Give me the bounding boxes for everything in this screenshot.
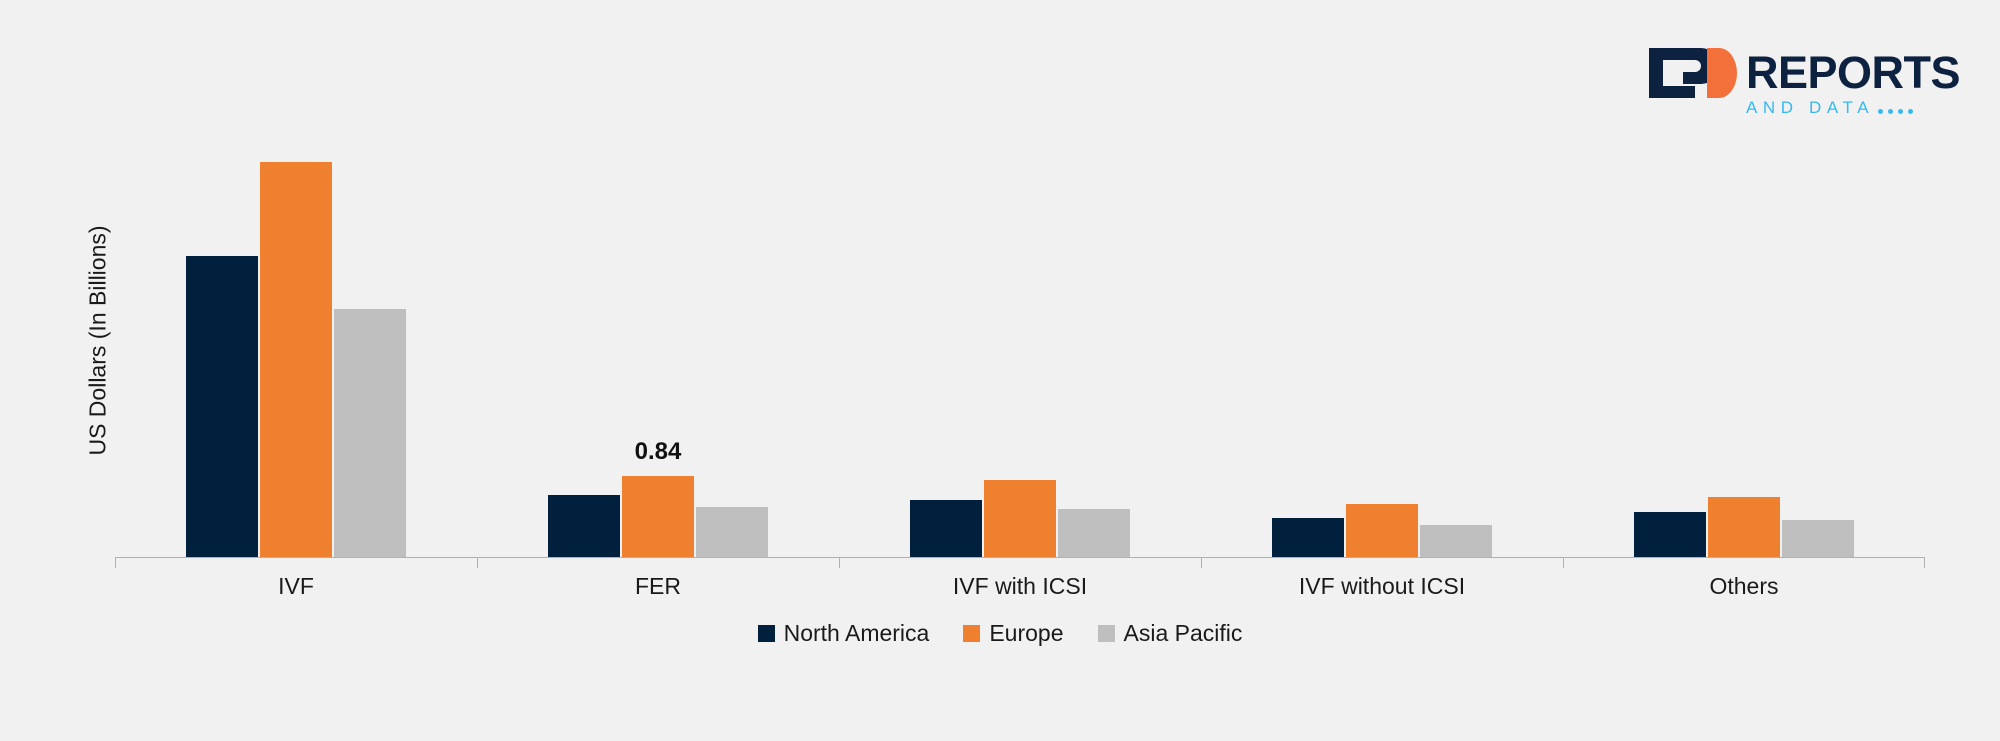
- bar-ivf-with-icsi-asia-pacific[interactable]: [1058, 508, 1130, 557]
- x-axis-tick: [839, 557, 840, 568]
- bar-ivf-asia-pacific[interactable]: [334, 309, 406, 557]
- bar-fer-north-america[interactable]: [548, 495, 620, 557]
- bar-ivf-with-icsi-north-america[interactable]: [910, 500, 982, 557]
- bar-groups: [115, 0, 1925, 557]
- bar-group: [910, 0, 1130, 557]
- data-label: 0.84: [634, 438, 682, 466]
- legend-item-asia-pacific[interactable]: Asia Pacific: [1097, 620, 1243, 647]
- x-axis-tick: [1924, 557, 1925, 568]
- x-axis-tick: [115, 557, 116, 568]
- x-axis-label-ivf-without-icsi: IVF without ICSI: [1298, 573, 1466, 599]
- x-axis-label-ivf-with-icsi: IVF with ICSI: [952, 573, 1088, 599]
- bar-group: [1634, 0, 1854, 557]
- legend-item-north-america[interactable]: North America: [757, 620, 930, 647]
- x-axis-label-ivf: IVF: [278, 573, 314, 599]
- x-axis-label-others: Others: [1709, 573, 1779, 599]
- logo-dots-icon: [1878, 109, 1914, 114]
- legend-swatch-icon: [1097, 625, 1115, 642]
- bar-group: [186, 0, 406, 557]
- legend-item-europe[interactable]: Europe: [963, 620, 1064, 647]
- legend-label: North America: [783, 620, 930, 646]
- legend-label: Asia Pacific: [1123, 620, 1243, 646]
- reports-and-data-logo-icon: [1648, 48, 1737, 98]
- chart-legend: North America Europe Asia Pacific: [0, 620, 2000, 647]
- bar-others-asia-pacific[interactable]: [1782, 520, 1854, 557]
- brand-logo: REPORTS AND DATA: [1648, 46, 1961, 117]
- legend-swatch-icon: [963, 625, 981, 642]
- bar-ivf-without-icsi-north-america[interactable]: [1272, 517, 1344, 557]
- logo-tagline: AND DATA: [1745, 98, 1914, 117]
- bar-ivf-without-icsi-asia-pacific[interactable]: [1420, 525, 1492, 557]
- x-axis-tick: [477, 557, 478, 568]
- logo-wordmark: REPORTS: [1745, 46, 1961, 98]
- logo-tagline-text: AND DATA: [1745, 98, 1875, 117]
- x-axis-tick: [1563, 557, 1564, 568]
- bar-ivf-europe[interactable]: [260, 162, 332, 557]
- bar-others-north-america[interactable]: [1634, 511, 1706, 557]
- x-axis-tick: [1201, 557, 1202, 568]
- x-axis-line: [115, 557, 1925, 558]
- bar-ivf-with-icsi-europe[interactable]: [984, 479, 1056, 557]
- legend-label: Europe: [989, 620, 1064, 646]
- x-axis-label-fer: FER: [635, 573, 681, 599]
- legend-swatch-icon: [757, 625, 775, 642]
- y-axis-title: US Dollars (In Billions): [80, 213, 116, 468]
- bar-fer-asia-pacific[interactable]: [696, 506, 768, 557]
- bar-others-europe[interactable]: [1708, 497, 1780, 557]
- bar-ivf-north-america[interactable]: [186, 256, 258, 557]
- y-axis-title-text: US Dollars (In Billions): [84, 225, 111, 456]
- bar-group: [1272, 0, 1492, 557]
- bar-ivf-without-icsi-europe[interactable]: [1346, 504, 1418, 557]
- bar-group: [548, 0, 768, 557]
- bar-fer-europe[interactable]: [622, 476, 694, 557]
